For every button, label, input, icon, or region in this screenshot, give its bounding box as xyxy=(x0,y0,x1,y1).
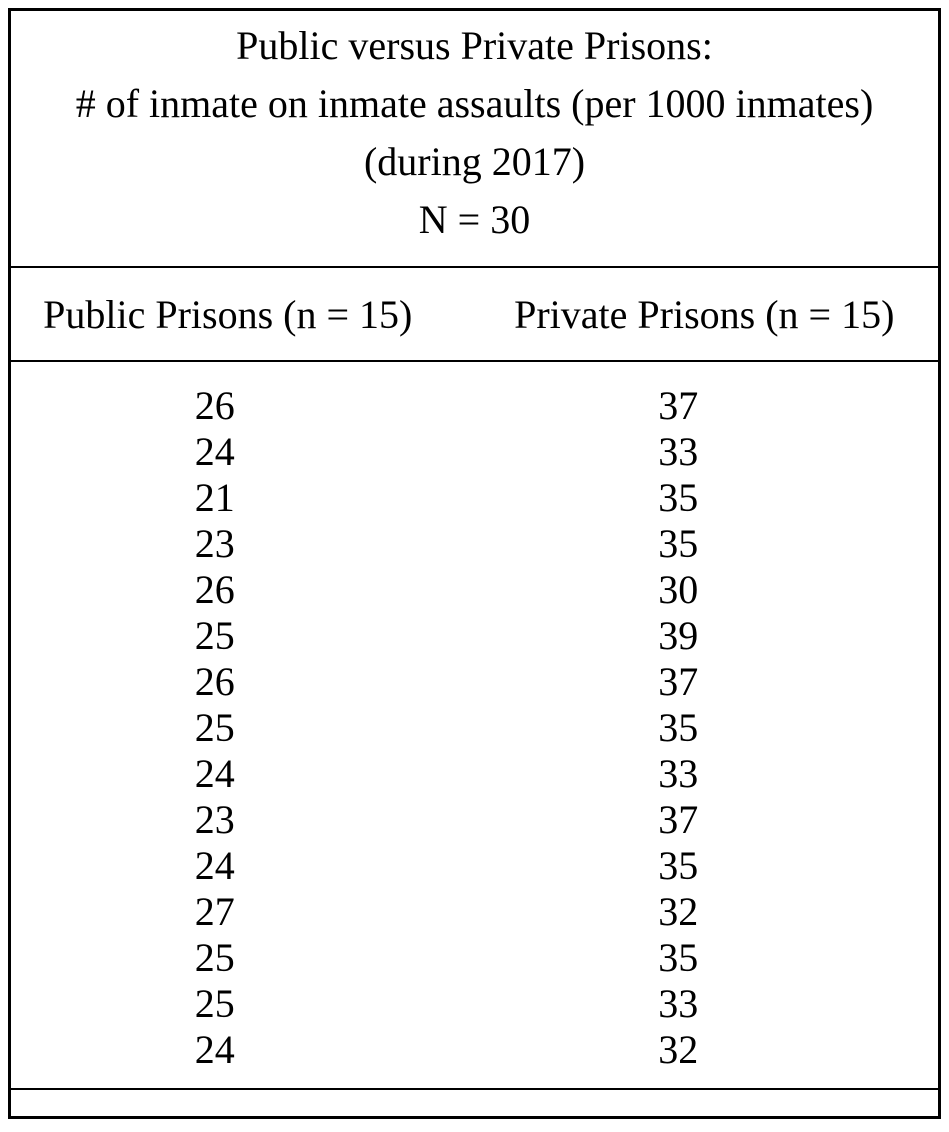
data-table: Public versus Private Prisons: # of inma… xyxy=(8,8,941,1119)
data-value: 35 xyxy=(658,475,699,520)
data-value: 23 xyxy=(194,797,235,842)
data-value: 37 xyxy=(658,797,699,842)
public-prisons-column-header: Public Prisons (n = 15) xyxy=(11,291,475,338)
data-value: 21 xyxy=(194,475,235,520)
public-prisons-header-label: Public Prisons (n = 15) xyxy=(43,291,413,337)
data-value: 32 xyxy=(658,889,699,934)
title-line-1: Public versus Private Prisons: xyxy=(236,23,713,68)
data-value: 23 xyxy=(194,521,235,566)
table-title-block: Public versus Private Prisons: # of inma… xyxy=(11,11,938,268)
data-value: 24 xyxy=(194,843,235,888)
data-value: 26 xyxy=(194,383,235,428)
data-value: 39 xyxy=(658,613,699,658)
data-value: 35 xyxy=(658,521,699,566)
data-value: 35 xyxy=(658,935,699,980)
data-value: 30 xyxy=(658,567,699,612)
data-value: 35 xyxy=(658,843,699,888)
data-value: 33 xyxy=(658,751,699,796)
data-value: 25 xyxy=(194,981,235,1026)
private-prisons-values-column: 37 33 35 35 30 39 37 35 33 37 35 32 35 33 32 xyxy=(475,383,939,1088)
data-value: 25 xyxy=(194,935,235,980)
data-value: 35 xyxy=(658,705,699,750)
data-value: 33 xyxy=(658,981,699,1026)
title-line-2: # of inmate on inmate assaults (per 1000… xyxy=(75,81,874,126)
data-value: 24 xyxy=(194,1027,235,1072)
data-value: 26 xyxy=(194,659,235,704)
private-prisons-column-header: Private Prisons (n = 15) xyxy=(475,291,939,338)
data-value: 26 xyxy=(194,567,235,612)
private-prisons-header-label: Private Prisons (n = 15) xyxy=(514,291,895,337)
data-value: 37 xyxy=(658,383,699,428)
public-prisons-values-column: 26 24 21 23 26 25 26 25 24 23 24 27 25 25 24 xyxy=(11,383,475,1088)
data-values-section: 26 24 21 23 26 25 26 25 24 23 24 27 25 25 24 37 33 35 35 3… xyxy=(11,362,938,1090)
bottom-empty-strip xyxy=(11,1090,938,1116)
data-value: 37 xyxy=(658,659,699,704)
title-line-4: N = 30 xyxy=(418,197,531,242)
data-value: 24 xyxy=(194,751,235,796)
data-value: 25 xyxy=(194,705,235,750)
data-value: 32 xyxy=(658,1027,699,1072)
column-header-row: Public Prisons (n = 15) Private Prisons … xyxy=(11,268,938,362)
data-value: 24 xyxy=(194,429,235,474)
data-value: 25 xyxy=(194,613,235,658)
title-line-3: (during 2017) xyxy=(363,139,586,184)
data-value: 33 xyxy=(658,429,699,474)
data-value: 27 xyxy=(194,889,235,934)
